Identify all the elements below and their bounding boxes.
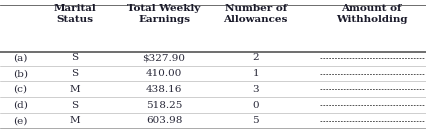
Text: (c): (c) <box>13 85 27 94</box>
Text: S: S <box>71 69 78 78</box>
Text: S: S <box>71 101 78 110</box>
Text: M: M <box>69 116 80 125</box>
Text: (d): (d) <box>13 101 28 110</box>
Text: (b): (b) <box>13 69 28 78</box>
Text: Amount of
Withholding: Amount of Withholding <box>336 4 407 24</box>
Text: $327.90: $327.90 <box>143 53 185 62</box>
Text: Number of
Allowances: Number of Allowances <box>223 4 288 24</box>
Text: 1: 1 <box>252 69 259 78</box>
Text: 2: 2 <box>252 53 259 62</box>
Text: 3: 3 <box>252 85 259 94</box>
Text: (a): (a) <box>13 53 27 62</box>
Text: Total Weekly
Earnings: Total Weekly Earnings <box>127 4 201 24</box>
Text: M: M <box>69 85 80 94</box>
Text: 0: 0 <box>252 101 259 110</box>
Text: (e): (e) <box>13 116 27 125</box>
Text: S: S <box>71 53 78 62</box>
Text: 518.25: 518.25 <box>146 101 182 110</box>
Text: 410.00: 410.00 <box>146 69 182 78</box>
Text: 603.98: 603.98 <box>146 116 182 125</box>
Text: 438.16: 438.16 <box>146 85 182 94</box>
Text: Marital
Status: Marital Status <box>53 4 96 24</box>
Text: 5: 5 <box>252 116 259 125</box>
